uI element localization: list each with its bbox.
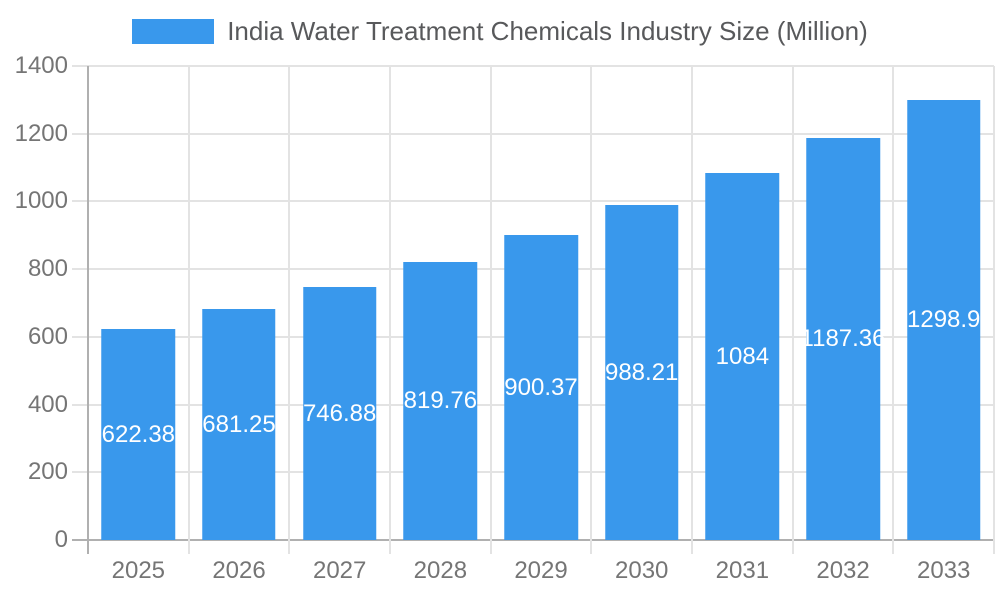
bar-group-2028: 819.76 bbox=[390, 66, 491, 540]
v-gridline bbox=[993, 66, 995, 554]
bar-group-2030: 988.21 bbox=[591, 66, 692, 540]
bar-2027[interactable]: 746.88 bbox=[302, 287, 377, 540]
bar-group-2029: 900.37 bbox=[491, 66, 592, 540]
bar-group-2027: 746.88 bbox=[289, 66, 390, 540]
y-axis-line bbox=[87, 66, 89, 554]
legend-swatch bbox=[132, 18, 215, 44]
v-gridline bbox=[791, 66, 794, 554]
plot-area: 622.38 681.25 746.88 819.76 900.37 988.21 1084… bbox=[72, 65, 995, 554]
y-axis-tick-label: 600 bbox=[27, 322, 68, 350]
x-axis-tick-label: 2025 bbox=[111, 557, 166, 584]
bar-value-label: 622.38 bbox=[101, 420, 176, 448]
h-gridline bbox=[72, 65, 994, 67]
bar-group-2025: 622.38 bbox=[88, 66, 189, 540]
bar-value-label: 900.37 bbox=[504, 373, 578, 401]
v-gridline bbox=[187, 66, 190, 554]
y-axis-tick-label: 1000 bbox=[14, 187, 68, 215]
x-axis-labels: 2025 2026 2027 2028 2029 2030 2031 2032 2033 bbox=[88, 556, 994, 586]
bar-value-label: 681.25 bbox=[202, 410, 276, 438]
v-gridline bbox=[489, 66, 492, 554]
bar-value-label: 1084 bbox=[715, 342, 770, 370]
legend-label: India Water Treatment Chemicals Industry… bbox=[227, 16, 868, 46]
bar-value-label: 1187.36 bbox=[800, 325, 886, 352]
v-gridline bbox=[288, 66, 291, 554]
bar-2026[interactable]: 681.25 bbox=[202, 309, 276, 540]
bar-value-label: 819.76 bbox=[403, 387, 478, 415]
x-axis-tick-label: 2030 bbox=[615, 557, 669, 584]
bar-group-2033: 1298.9 bbox=[893, 66, 994, 540]
x-axis-tick-label: 2028 bbox=[413, 557, 468, 584]
bar-2030[interactable]: 988.21 bbox=[604, 205, 679, 540]
bar-value-label: 1298.9 bbox=[906, 306, 981, 334]
bar-value-label: 746.88 bbox=[302, 399, 377, 427]
y-axis-tick-label: 1200 bbox=[14, 119, 68, 147]
bar-value-label: 988.21 bbox=[604, 358, 679, 386]
bar-2032[interactable]: 1187.36 bbox=[801, 138, 886, 540]
x-axis-tick-label: 2026 bbox=[212, 557, 266, 584]
bar-2028[interactable]: 819.76 bbox=[403, 262, 478, 540]
y-axis-tick-label: 0 bbox=[54, 526, 68, 553]
v-gridline bbox=[590, 66, 593, 554]
v-gridline bbox=[892, 66, 895, 554]
bar-group-2031: 1084 bbox=[692, 66, 793, 540]
bar-2029[interactable]: 900.37 bbox=[504, 235, 578, 540]
y-axis-tick-label: 800 bbox=[27, 255, 68, 283]
x-axis-tick-label: 2031 bbox=[715, 557, 770, 584]
v-gridline bbox=[690, 66, 693, 554]
legend[interactable]: India Water Treatment Chemicals Industry… bbox=[0, 17, 1000, 45]
y-axis-tick-label: 400 bbox=[27, 390, 68, 418]
x-axis-tick-label: 2032 bbox=[816, 557, 870, 584]
x-axis-baseline bbox=[72, 539, 994, 541]
x-axis-tick-label: 2029 bbox=[514, 557, 568, 584]
bar-2033[interactable]: 1298.9 bbox=[906, 100, 981, 540]
x-axis-tick-label: 2027 bbox=[312, 557, 367, 584]
bar-2031[interactable]: 1084 bbox=[705, 173, 780, 540]
bars-layer: 622.38 681.25 746.88 819.76 900.37 988.21 1084… bbox=[88, 66, 994, 540]
bar-group-2026: 681.25 bbox=[189, 66, 290, 540]
h-gridline bbox=[72, 132, 994, 135]
y-axis-labels: 0 200 400 600 800 1000 1200 1400 bbox=[0, 52, 68, 553]
h-gridline bbox=[72, 200, 994, 203]
y-axis-tick-label: 200 bbox=[27, 458, 68, 486]
x-axis-tick-label: 2033 bbox=[917, 557, 971, 584]
bar-2025[interactable]: 622.38 bbox=[101, 329, 176, 540]
bar-group-2032: 1187.36 bbox=[793, 66, 894, 540]
v-gridline bbox=[388, 66, 391, 554]
y-axis-tick-label: 1400 bbox=[14, 52, 68, 79]
